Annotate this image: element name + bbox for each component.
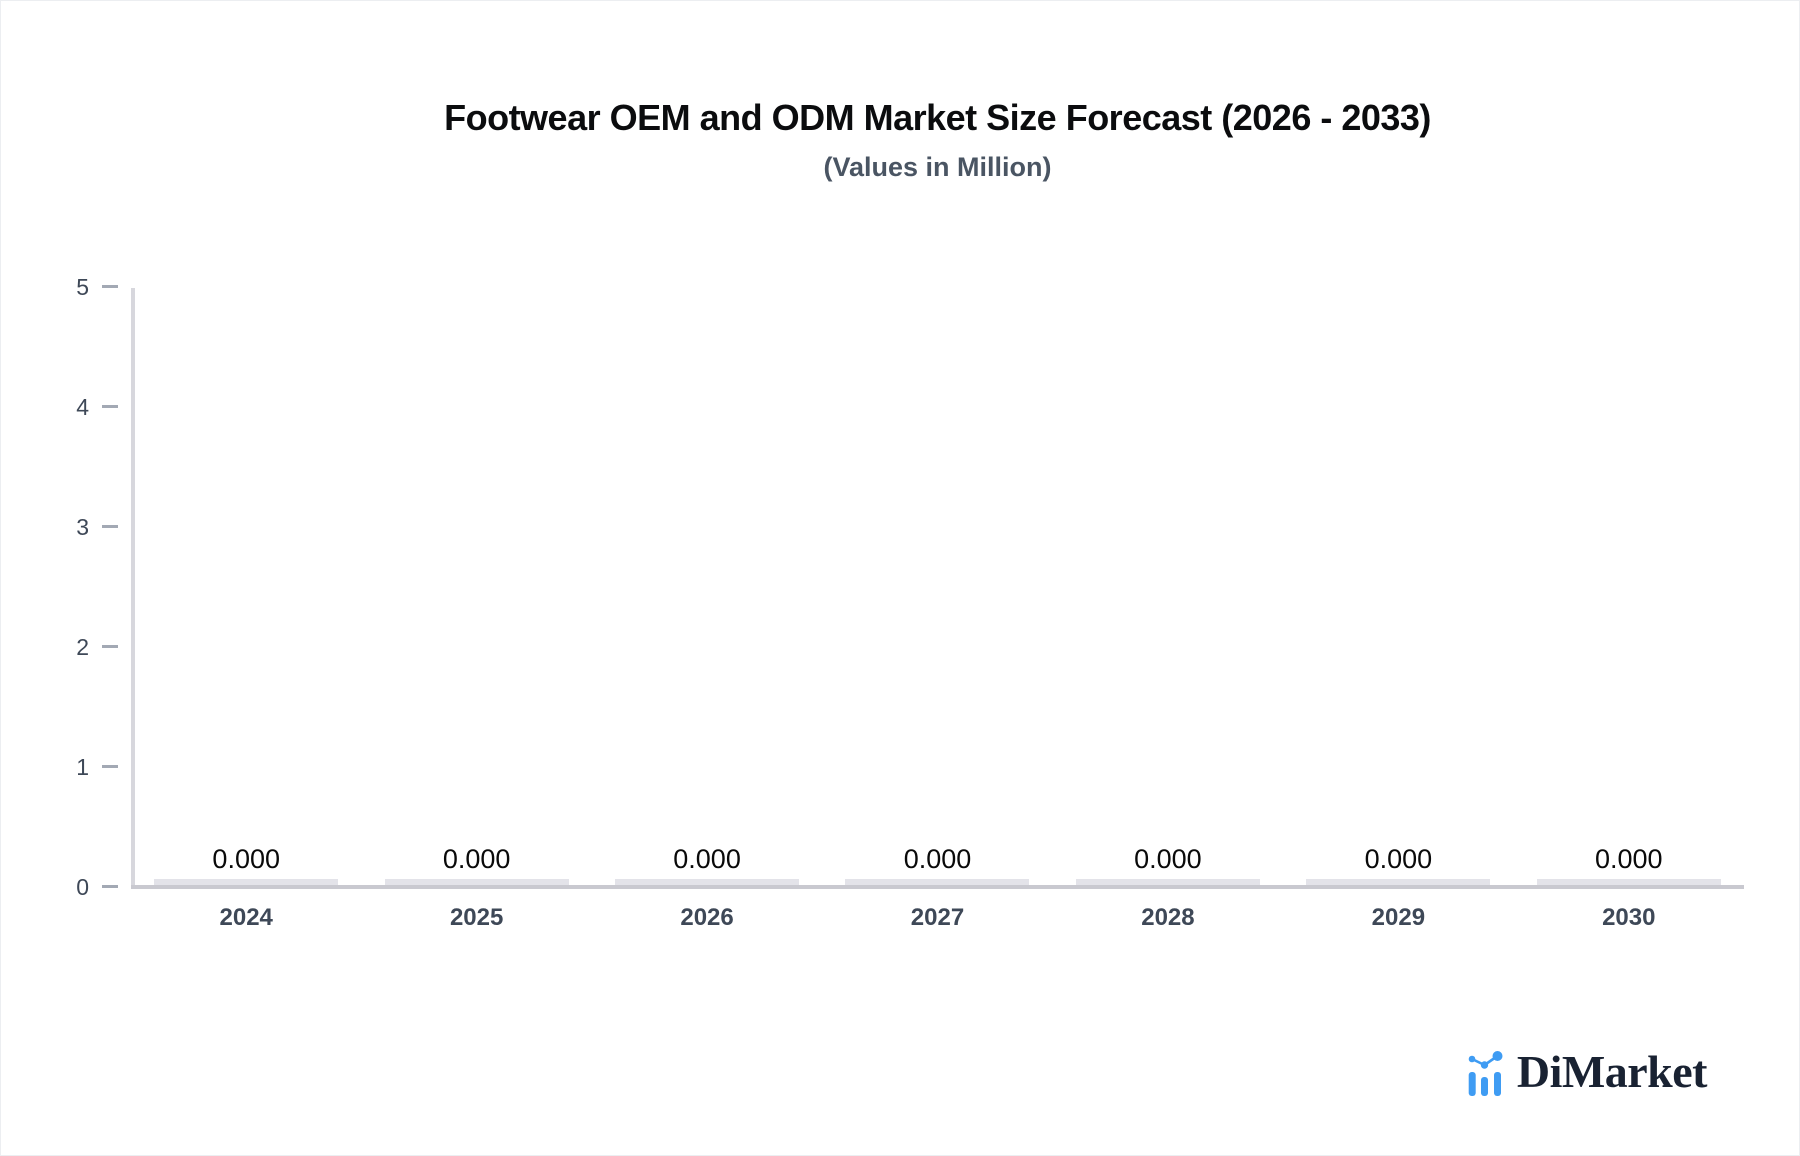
bar [615, 879, 800, 885]
y-tick-mark [102, 285, 118, 288]
bar-value-label: 0.000 [1134, 844, 1202, 874]
bar-column-2027: 0.000 2027 [822, 1, 1052, 1155]
bar-value-label: 0.000 [673, 844, 741, 874]
bar-column-2029: 0.000 2029 [1283, 1, 1513, 1155]
y-tick-mark [102, 405, 118, 408]
bar-chart-logo-icon [1468, 1051, 1503, 1096]
bar-value-label: 0.000 [903, 844, 972, 874]
y-tick-label: 1 [76, 754, 89, 780]
x-axis-line [131, 885, 1744, 889]
x-axis-category-label: 2027 [910, 904, 965, 931]
dimarket-logo: DiMarket [1464, 1041, 1708, 1103]
x-axis-category-label: 2026 [680, 904, 734, 931]
bar-value-label: 0.000 [212, 844, 280, 874]
bar-value-label: 0.000 [442, 844, 511, 874]
bar [845, 879, 1030, 885]
bar [384, 879, 569, 885]
chart-header: Footwear OEM and ODM Market Size Forecas… [131, 97, 1744, 183]
bar-value-label: 0.000 [1594, 844, 1663, 874]
y-tick-label: 0 [76, 874, 89, 900]
bar-column-2025: 0.000 2025 [361, 1, 591, 1155]
x-axis-category-label: 2030 [1602, 904, 1656, 931]
bar [1306, 879, 1491, 885]
logo-wordmark: DiMarket [1516, 1046, 1708, 1097]
bar-column-2030: 0.000 2030 [1514, 1, 1744, 1155]
y-tick-label: 4 [76, 394, 89, 420]
y-tick-label: 3 [76, 514, 89, 540]
y-tick-label: 2 [76, 634, 89, 660]
x-axis-category-label: 2028 [1141, 904, 1195, 931]
y-tick-mark [102, 885, 118, 888]
y-tick-mark [102, 645, 118, 648]
bar-column-2028: 0.000 2028 [1053, 1, 1283, 1155]
bar-column-2026: 0.000 2026 [592, 1, 822, 1155]
x-axis-category-label: 2029 [1371, 904, 1426, 931]
bar-value-label: 0.000 [1364, 844, 1433, 874]
y-tick-label: 5 [76, 274, 89, 300]
chart-subtitle: (Values in Million) [823, 152, 1052, 183]
bar [1536, 879, 1721, 885]
chart-title: Footwear OEM and ODM Market Size Forecas… [444, 97, 1431, 138]
x-axis-category-label: 2025 [449, 904, 504, 931]
y-axis-line [131, 288, 135, 887]
y-tick-mark [102, 765, 118, 768]
bar [1075, 879, 1260, 885]
y-tick-mark [102, 525, 118, 528]
bar [154, 879, 339, 885]
bar-column-2024: 0.000 2024 [131, 1, 361, 1155]
x-axis-category-label: 2024 [219, 904, 273, 931]
